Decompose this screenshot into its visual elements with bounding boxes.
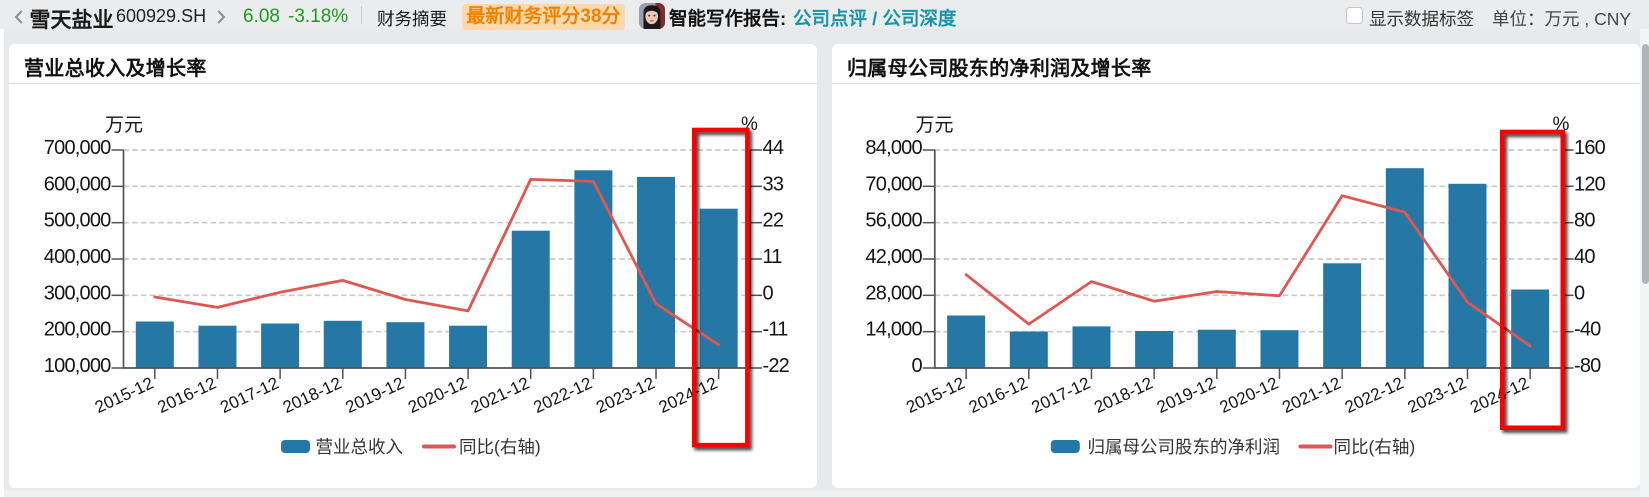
svg-text:2022-12: 2022-12 <box>1342 373 1407 417</box>
svg-text:2024-12: 2024-12 <box>656 373 721 417</box>
svg-text:200,000: 200,000 <box>44 319 111 341</box>
svg-text:84,000: 84,000 <box>865 137 922 159</box>
svg-text:2017-12: 2017-12 <box>1029 373 1094 417</box>
svg-text:2022-12: 2022-12 <box>530 373 595 417</box>
svg-text:2024-12: 2024-12 <box>1467 373 1532 417</box>
svg-text:40: 40 <box>1574 246 1595 268</box>
svg-text:2015-12: 2015-12 <box>903 373 968 417</box>
svg-text:-11: -11 <box>763 319 789 341</box>
svg-text:万元: 万元 <box>915 115 953 136</box>
svg-text:2023-12: 2023-12 <box>1405 373 1470 417</box>
svg-text:2016-12: 2016-12 <box>966 373 1031 417</box>
svg-text:44: 44 <box>763 137 784 159</box>
svg-text:300,000: 300,000 <box>44 282 111 304</box>
svg-text:14,000: 14,000 <box>865 319 922 341</box>
svg-text:0: 0 <box>763 282 774 304</box>
svg-text:0: 0 <box>911 355 922 377</box>
svg-text:500,000: 500,000 <box>44 210 111 232</box>
svg-text:160: 160 <box>1574 137 1606 159</box>
svg-text:2019-12: 2019-12 <box>1154 373 1219 417</box>
svg-text:2023-12: 2023-12 <box>593 373 658 417</box>
svg-text:28,000: 28,000 <box>865 282 922 304</box>
svg-text:33: 33 <box>763 173 784 195</box>
svg-text:-22: -22 <box>763 355 790 377</box>
svg-text:2021-12: 2021-12 <box>1279 373 1344 417</box>
svg-text:11: 11 <box>763 246 783 268</box>
svg-text:-80: -80 <box>1574 355 1601 377</box>
svg-text:22: 22 <box>763 210 784 232</box>
svg-text:归属母公司股东的净利润: 归属母公司股东的净利润 <box>1088 437 1281 457</box>
svg-text:-40: -40 <box>1574 319 1601 341</box>
svg-text:2020-12: 2020-12 <box>405 373 470 417</box>
svg-text:100,000: 100,000 <box>44 355 111 377</box>
svg-text:同比(右轴): 同比(右轴) <box>459 437 541 457</box>
svg-text:400,000: 400,000 <box>44 246 111 268</box>
svg-text:80: 80 <box>1574 210 1595 232</box>
svg-text:2018-12: 2018-12 <box>1091 373 1156 417</box>
svg-text:700,000: 700,000 <box>44 137 111 159</box>
svg-text:营业总收入: 营业总收入 <box>316 437 404 457</box>
svg-text:120: 120 <box>1574 173 1606 195</box>
svg-text:70,000: 70,000 <box>865 173 922 195</box>
svg-text:2019-12: 2019-12 <box>343 373 408 417</box>
svg-text:600,000: 600,000 <box>44 173 111 195</box>
svg-text:0: 0 <box>1574 282 1585 304</box>
svg-text:同比(右轴): 同比(右轴) <box>1334 437 1416 457</box>
svg-text:2015-12: 2015-12 <box>92 373 157 417</box>
svg-text:万元: 万元 <box>105 115 143 136</box>
svg-text:2020-12: 2020-12 <box>1217 373 1282 417</box>
svg-text:42,000: 42,000 <box>865 246 922 268</box>
svg-text:2017-12: 2017-12 <box>217 373 282 417</box>
svg-text:2018-12: 2018-12 <box>280 373 345 417</box>
svg-text:2016-12: 2016-12 <box>155 373 220 417</box>
svg-text:56,000: 56,000 <box>865 210 922 232</box>
svg-text:2021-12: 2021-12 <box>468 373 533 417</box>
